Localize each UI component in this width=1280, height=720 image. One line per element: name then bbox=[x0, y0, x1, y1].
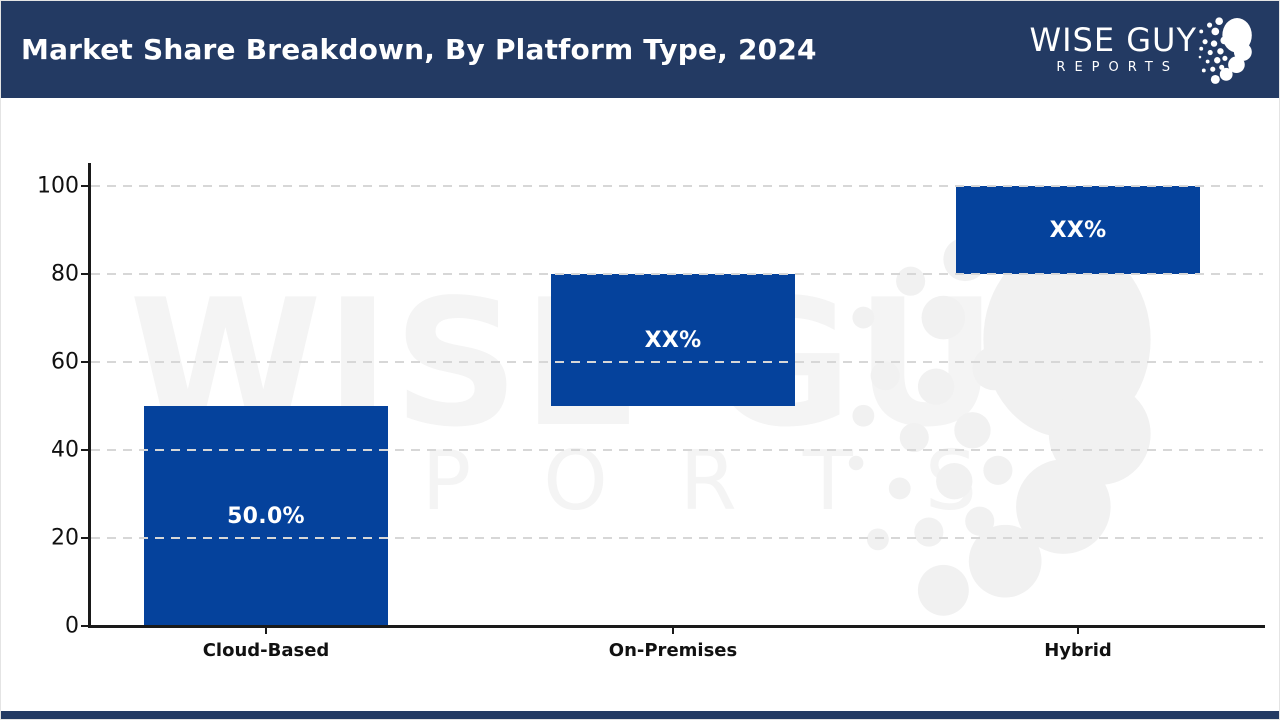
gridline bbox=[91, 185, 1263, 187]
gridline bbox=[91, 273, 1263, 275]
x-category-label: Hybrid bbox=[1044, 640, 1112, 661]
y-tick-label: 0 bbox=[65, 613, 79, 639]
bar: XX% bbox=[956, 186, 1200, 274]
x-tick-mark bbox=[672, 628, 674, 634]
bar-value-label: 50.0% bbox=[227, 503, 305, 529]
y-tick-mark bbox=[81, 449, 88, 451]
dotted-face-icon bbox=[1198, 16, 1252, 84]
logo-subtext: REPORTS bbox=[1056, 60, 1180, 75]
y-tick-label: 100 bbox=[37, 173, 79, 199]
y-tick-mark bbox=[81, 185, 88, 187]
y-tick-mark bbox=[81, 537, 88, 539]
bar: 50.0% bbox=[144, 406, 388, 626]
x-category-label: On-Premises bbox=[608, 640, 738, 661]
y-axis-line bbox=[88, 163, 91, 628]
x-tick-mark bbox=[265, 628, 267, 634]
x-category-label: Cloud-Based bbox=[202, 640, 330, 661]
watermark-face-icon bbox=[848, 237, 1151, 616]
y-tick-label: 20 bbox=[51, 525, 79, 551]
gridline bbox=[91, 449, 1263, 451]
header-band: Market Share Breakdown, By Platform Type… bbox=[1, 1, 1279, 98]
bar-value-label: XX% bbox=[1049, 217, 1107, 243]
x-axis-line bbox=[88, 625, 1265, 628]
y-tick-mark bbox=[81, 625, 88, 627]
bar-value-label: XX% bbox=[644, 327, 702, 353]
y-tick-mark bbox=[81, 361, 88, 363]
bar: XX% bbox=[551, 274, 795, 406]
gridline bbox=[91, 361, 1263, 363]
y-tick-label: 60 bbox=[51, 349, 79, 375]
y-tick-label: 40 bbox=[51, 437, 79, 463]
gridline bbox=[91, 537, 1263, 539]
logo-text: WISE GUY REPORTS bbox=[1029, 24, 1197, 75]
wise-guy-reports-logo: WISE GUY REPORTS bbox=[1029, 10, 1255, 90]
page-title: Market Share Breakdown, By Platform Type… bbox=[21, 33, 817, 66]
y-tick-label: 80 bbox=[51, 261, 79, 287]
y-tick-mark bbox=[81, 273, 88, 275]
logo-wordmark: WISE GUY bbox=[1029, 21, 1197, 59]
footer-band bbox=[1, 711, 1279, 719]
x-tick-mark bbox=[1077, 628, 1079, 634]
